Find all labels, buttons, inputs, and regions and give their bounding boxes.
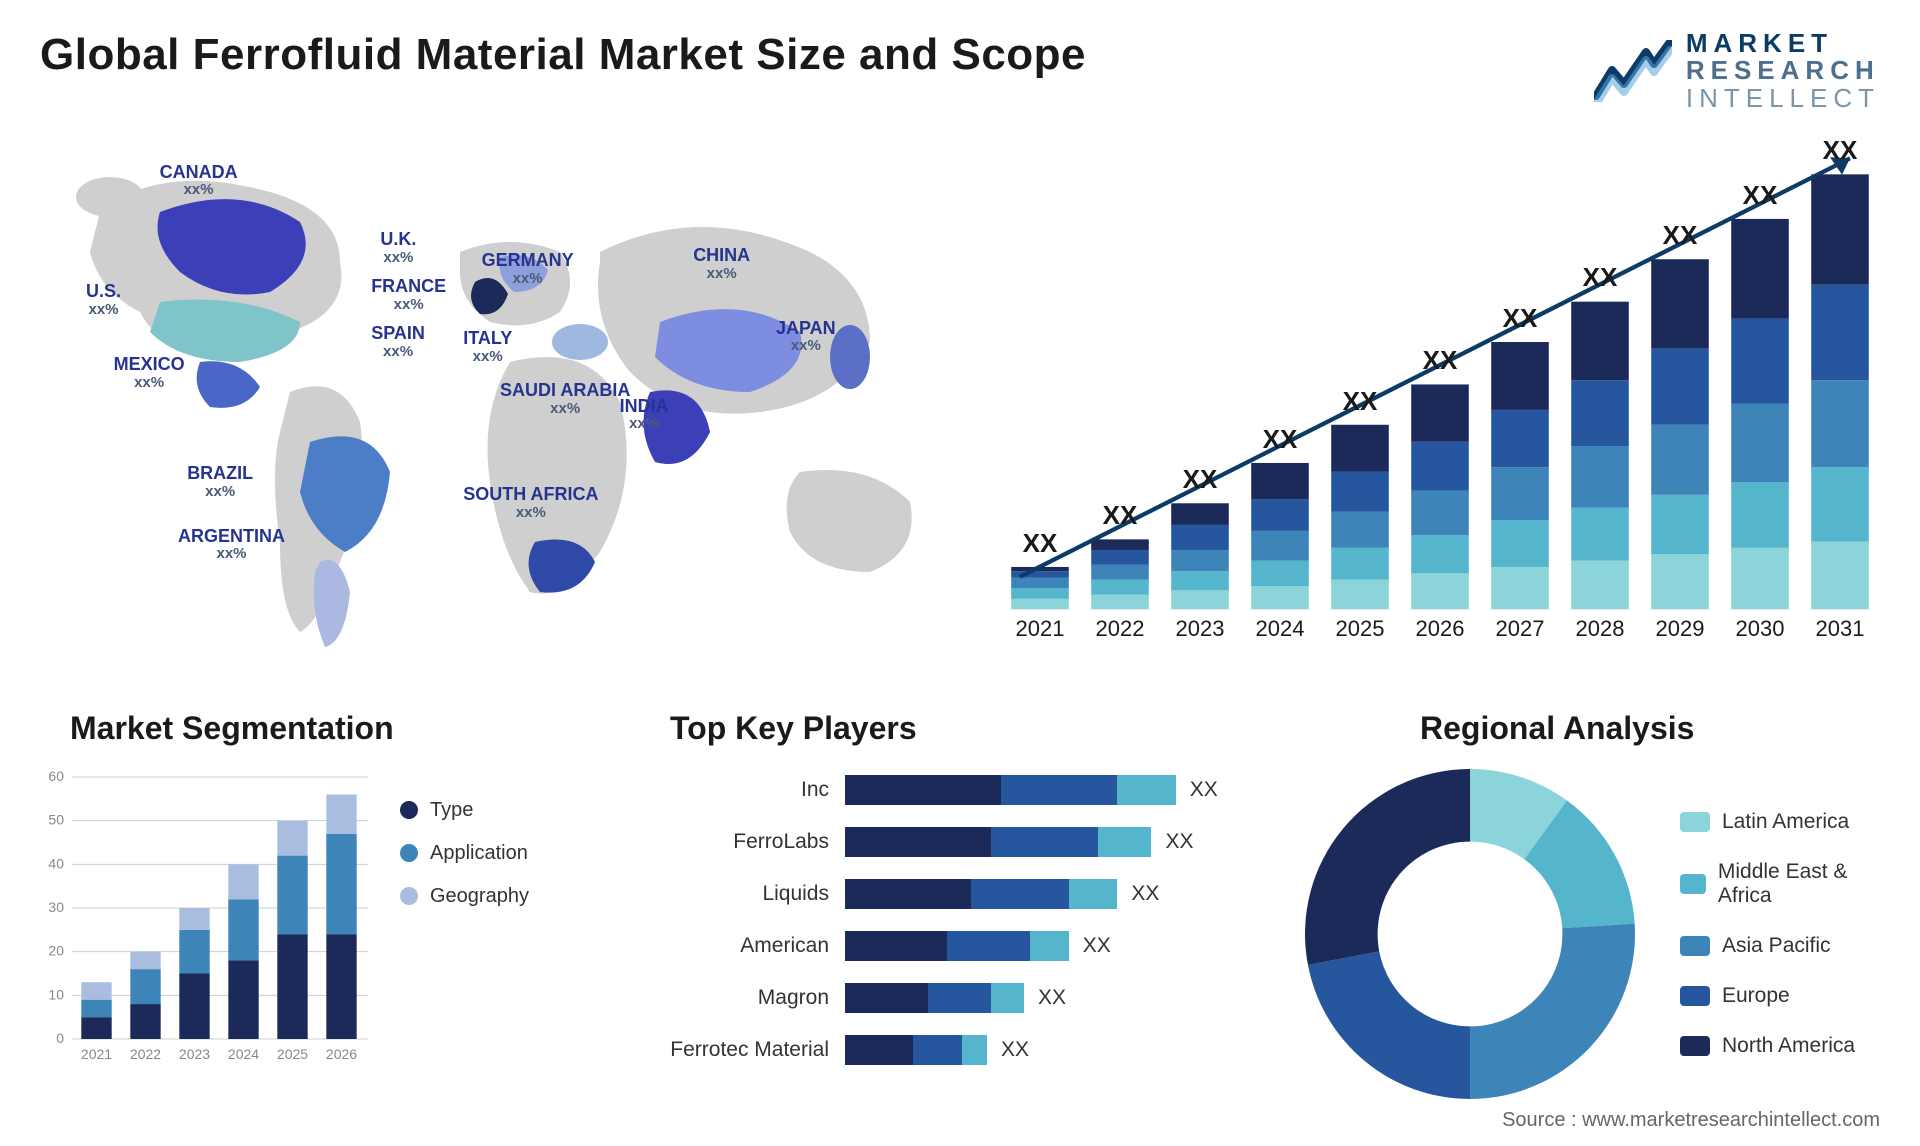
player-bar [845, 775, 1176, 805]
player-name: Magron [640, 986, 845, 1010]
svg-text:10: 10 [48, 986, 64, 1002]
svg-text:60: 60 [48, 769, 64, 784]
regional-title: Regional Analysis [1420, 710, 1880, 747]
player-bar [845, 983, 1024, 1013]
player-value: XX [1165, 830, 1193, 854]
regional-panel: Regional Analysis Latin America Middle Ea… [1300, 710, 1880, 1099]
regional-donut [1300, 769, 1640, 1099]
brand-logo: MARKET RESEARCH INTELLECT [1594, 30, 1880, 112]
growth-bar-value: XX [1103, 500, 1138, 531]
header: Global Ferrofluid Material Market Size a… [40, 30, 1880, 112]
svg-text:0: 0 [56, 1030, 64, 1046]
logo-icon [1594, 40, 1672, 102]
player-value: XX [1038, 986, 1066, 1010]
player-name: Liquids [640, 882, 845, 906]
player-bar [845, 931, 1069, 961]
player-value: XX [1001, 1038, 1029, 1062]
logo-line2: RESEARCH [1686, 57, 1880, 84]
world-map-panel: CANADAxx%U.S.xx%MEXICOxx%BRAZILxx%ARGENT… [40, 142, 960, 662]
svg-text:40: 40 [48, 855, 64, 871]
svg-text:20: 20 [48, 943, 64, 959]
growth-year-label: 2022 [1096, 616, 1145, 642]
growth-bar-value: XX [1743, 180, 1778, 211]
player-row: Ferrotec Material XX [640, 1029, 1250, 1071]
player-name: FerroLabs [640, 830, 845, 854]
growth-bar-value: XX [1183, 464, 1218, 495]
players-panel: Top Key Players Inc XX FerroLabs XX Liquids X… [640, 710, 1250, 1099]
player-row: Liquids XX [640, 873, 1250, 915]
players-title: Top Key Players [670, 710, 1250, 747]
growth-year-label: 2026 [1416, 616, 1465, 642]
regional-legend-item: Asia Pacific [1680, 934, 1880, 958]
regional-legend-item: Europe [1680, 984, 1880, 1008]
svg-text:2023: 2023 [179, 1046, 210, 1062]
player-name: Inc [640, 778, 845, 802]
growth-bar-value: XX [1263, 424, 1298, 455]
growth-bar-value: XX [1503, 303, 1538, 334]
growth-year-label: 2029 [1656, 616, 1705, 642]
growth-year-label: 2030 [1736, 616, 1785, 642]
segmentation-panel: Market Segmentation 0 10 20 30 40 50 60 2021 202… [40, 710, 590, 1099]
segmentation-legend-item: Application [400, 842, 529, 865]
player-row: American XX [640, 925, 1250, 967]
player-bar [845, 827, 1151, 857]
svg-text:2026: 2026 [326, 1046, 357, 1062]
segmentation-legend-item: Type [400, 799, 529, 822]
player-bar [845, 879, 1117, 909]
segmentation-title: Market Segmentation [70, 710, 590, 747]
growth-bar-value: XX [1823, 135, 1858, 166]
player-value: XX [1131, 882, 1159, 906]
growth-bar-value: XX [1423, 345, 1458, 376]
svg-text:2021: 2021 [81, 1046, 112, 1062]
growth-bar-value: XX [1343, 386, 1378, 417]
player-bar [845, 1035, 987, 1065]
player-row: Magron XX [640, 977, 1250, 1019]
growth-year-label: 2023 [1176, 616, 1225, 642]
regional-legend-item: North America [1680, 1034, 1880, 1058]
growth-year-label: 2031 [1816, 616, 1865, 642]
growth-bar-value: XX [1023, 528, 1058, 559]
growth-year-label: 2024 [1256, 616, 1305, 642]
svg-text:2024: 2024 [228, 1046, 259, 1062]
growth-year-label: 2021 [1016, 616, 1065, 642]
svg-text:2025: 2025 [277, 1046, 308, 1062]
player-name: American [640, 934, 845, 958]
regional-legend: Latin America Middle East & Africa Asia Pa… [1680, 810, 1880, 1058]
growth-bar-value: XX [1663, 220, 1698, 251]
growth-bar-value: XX [1583, 262, 1618, 293]
growth-year-label: 2025 [1336, 616, 1385, 642]
growth-year-label: 2028 [1576, 616, 1625, 642]
svg-text:30: 30 [48, 899, 64, 915]
player-value: XX [1190, 778, 1218, 802]
logo-line1: MARKET [1686, 30, 1880, 57]
player-name: Ferrotec Material [640, 1038, 845, 1062]
world-map [40, 142, 960, 662]
growth-year-label: 2027 [1496, 616, 1545, 642]
regional-legend-item: Latin America [1680, 810, 1880, 834]
svg-text:2022: 2022 [130, 1046, 161, 1062]
svg-text:50: 50 [48, 812, 64, 828]
growth-chart: 2021 XX 2022 XX 2023 XX 2024 XX 2025 XX 2026 XX 2027… [1000, 142, 1880, 642]
player-row: FerroLabs XX [640, 821, 1250, 863]
segmentation-legend: Type Application Geography [400, 799, 529, 1069]
segmentation-legend-item: Geography [400, 885, 529, 908]
player-value: XX [1083, 934, 1111, 958]
regional-legend-item: Middle East & Africa [1680, 860, 1880, 908]
page-title: Global Ferrofluid Material Market Size a… [40, 30, 1086, 80]
player-row: Inc XX [640, 769, 1250, 811]
source-text: Source : www.marketresearchintellect.com [1502, 1109, 1880, 1132]
logo-line3: INTELLECT [1686, 85, 1880, 112]
